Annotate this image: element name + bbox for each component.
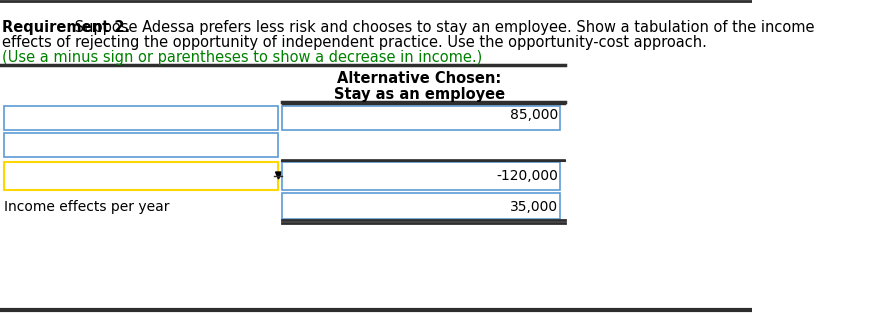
FancyBboxPatch shape	[282, 162, 560, 190]
Text: (Use a minus sign or parentheses to show a decrease in income.): (Use a minus sign or parentheses to show…	[2, 50, 481, 65]
Text: Income effects per year: Income effects per year	[4, 200, 169, 214]
Text: Suppose Adessa prefers less risk and chooses to stay an employee. Show a tabulat: Suppose Adessa prefers less risk and cho…	[70, 20, 814, 35]
Text: Stay as an employee: Stay as an employee	[334, 87, 504, 102]
FancyBboxPatch shape	[4, 162, 277, 190]
Text: Alternative Chosen:: Alternative Chosen:	[337, 71, 500, 86]
Polygon shape	[275, 172, 281, 179]
FancyBboxPatch shape	[282, 106, 560, 130]
Text: Requirement 2.: Requirement 2.	[2, 20, 130, 35]
FancyBboxPatch shape	[4, 133, 277, 157]
FancyBboxPatch shape	[4, 106, 277, 130]
Text: effects of rejecting the opportunity of independent practice. Use the opportunit: effects of rejecting the opportunity of …	[2, 35, 710, 50]
Text: 85,000: 85,000	[509, 108, 558, 122]
FancyBboxPatch shape	[282, 193, 560, 219]
Text: -120,000: -120,000	[495, 169, 558, 183]
Text: 35,000: 35,000	[509, 200, 558, 214]
